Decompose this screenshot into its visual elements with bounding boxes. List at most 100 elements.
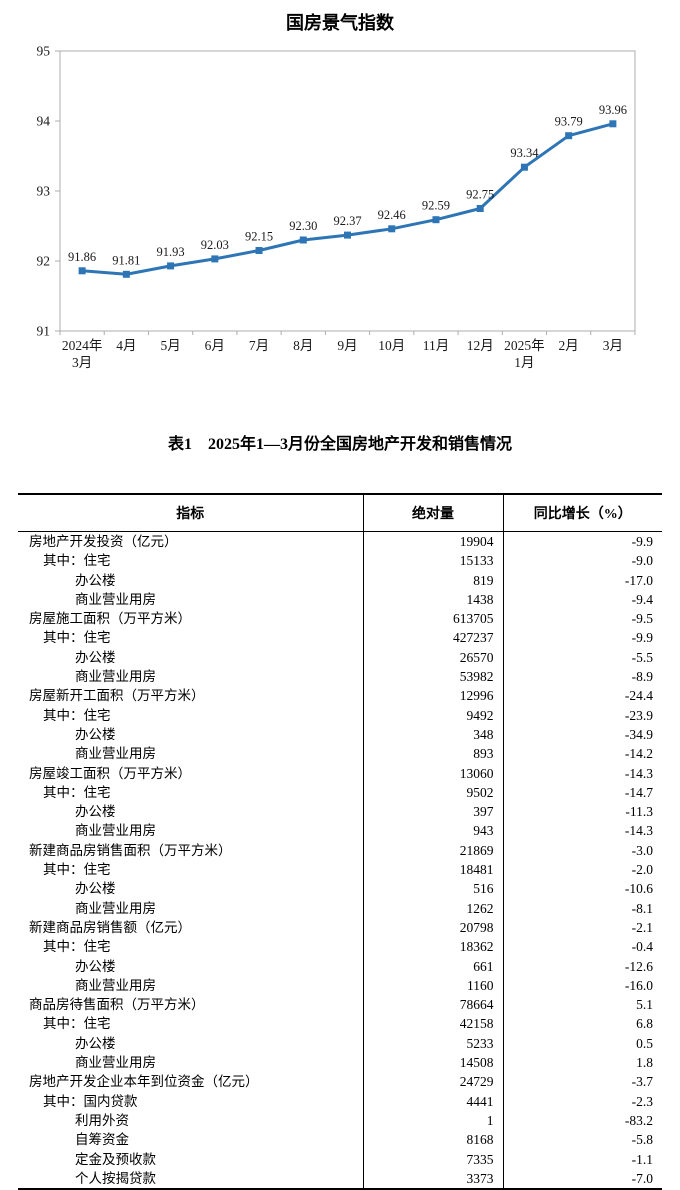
data-label: 93.96 [599,103,627,117]
column-header-yoy-growth: 同比增长（%） [502,494,662,532]
absolute-value-cell: 13060 [362,763,503,783]
table-row: 房屋施工面积（万平方米） 613705 -9.5 [18,609,662,629]
table-title: 表1 2025年1—3月份全国房地产开发和销售情况 [167,436,512,453]
indicator-cell: 办公楼 [75,804,116,820]
data-point-marker [167,262,175,270]
data-point-marker [211,255,219,263]
climate-index-chart-section: 国房景气指数 91 92 93 94 95 91.86 91.81 91.93 92.03 92.… [0,0,680,386]
data-point-marker [388,225,396,233]
yoy-growth-cell: -83.2 [502,1110,662,1131]
data-point-marker [609,120,617,128]
chart-title: 国房景气指数 [286,13,394,33]
indicator-cell: 其中：住宅 [43,784,111,800]
table-row: 办公楼 661 -12.6 [18,956,662,976]
yoy-growth-cell: -2.0 [502,860,662,880]
table-row: 其中：住宅 18362 -0.4 [18,937,662,957]
table-row: 商业营业用房 893 -14.2 [18,744,662,764]
indicator-cell: 房屋施工面积（万平方米） [29,611,191,627]
table-header-row: 指标 绝对量 同比增长（%） [18,494,662,532]
table-row: 办公楼 516 -10.6 [18,879,662,899]
data-point-marker [344,231,351,239]
table-row: 办公楼 819 -17.0 [18,570,662,590]
data-point-marker [255,247,263,254]
column-header-indicator: 指标 [18,494,363,532]
data-point-marker [565,132,573,140]
absolute-value-cell: 15133 [362,551,503,571]
table-row: 商业营业用房 943 -14.3 [18,821,662,841]
data-label: 92.03 [201,238,229,252]
indicator-cell: 其中：住宅 [43,707,111,723]
indicator-cell: 房地产开发投资（亿元） [29,534,178,549]
data-point-marker [520,163,528,171]
indicator-cell: 新建商品房销售额（亿元） [29,919,191,935]
data-label: 93.79 [555,115,583,129]
indicator-cell: 商业营业用房 [75,1055,156,1071]
x-axis-label: 2024年 [62,338,103,353]
absolute-value-cell: 3373 [362,1168,503,1190]
absolute-value-cell: 19904 [362,531,503,552]
table-row: 其中：住宅 15133 -9.0 [18,551,662,571]
indicator-cell: 商业营业用房 [75,746,156,762]
yoy-growth-cell: -5.5 [502,647,662,668]
climate-index-line-chart: 91 92 93 94 95 91.86 91.81 91.93 92.03 92.15 92.30… [37,44,636,370]
table-row: 其中：国内贷款 4441 -2.3 [18,1091,662,1111]
absolute-value-cell: 397 [362,802,503,822]
data-label: 92.46 [378,208,406,222]
table-row: 商业营业用房 1262 -8.1 [18,898,662,918]
yoy-growth-cell: -2.1 [502,917,662,938]
absolute-value-cell: 893 [362,744,503,764]
data-label: 91.81 [112,253,140,267]
x-axis-label: 4月 [116,338,136,353]
table-row: 自筹资金 8168 -5.8 [18,1130,662,1150]
yoy-growth-cell: -11.3 [502,802,662,822]
table-row: 其中：住宅 9492 -23.9 [18,705,662,725]
yoy-growth-cell: -9.5 [502,609,662,629]
data-point-marker [432,216,440,224]
indicator-cell: 商业营业用房 [75,669,156,685]
yoy-growth-cell: -7.0 [502,1168,662,1190]
y-axis-label: 92 [37,254,51,269]
absolute-value-cell: 1160 [362,975,503,996]
yoy-growth-cell: -2.3 [502,1091,662,1111]
absolute-value-cell: 1438 [362,589,503,610]
data-point-marker [122,270,130,278]
table-row: 房屋新开工面积（万平方米） 12996 -24.4 [18,686,662,706]
indicator-cell: 商业营业用房 [75,591,156,607]
indicator-cell: 个人按揭贷款 [75,1170,156,1186]
absolute-value-cell: 943 [362,821,503,841]
absolute-value-cell: 14508 [362,1053,503,1073]
indicator-cell: 商业营业用房 [75,823,156,839]
absolute-value-cell: 9492 [362,705,503,725]
table-row: 其中：住宅 427237 -9.9 [18,628,662,648]
absolute-value-cell: 819 [362,570,503,590]
table-row: 定金及预收款 7335 -1.1 [18,1149,662,1169]
absolute-value-cell: 8168 [362,1130,503,1150]
absolute-value-cell: 516 [362,879,503,899]
yoy-growth-cell: 5.1 [502,995,662,1015]
indicator-cell: 商业营业用房 [75,977,156,993]
data-point-marker [299,236,307,244]
table-row: 其中：住宅 42158 6.8 [18,1014,662,1034]
absolute-value-cell: 5233 [362,1033,503,1054]
yoy-growth-cell: -14.2 [502,744,662,764]
table-row: 房地产开发投资（亿元） 19904 -9.9 [18,531,662,552]
table-row: 个人按揭贷款 3373 -7.0 [18,1168,662,1190]
table-row: 办公楼 397 -11.3 [18,802,662,822]
absolute-value-cell: 427237 [362,628,503,648]
yoy-growth-cell: -14.3 [502,821,662,841]
yoy-growth-cell: 1.8 [502,1053,662,1073]
x-axis-label: 12月 [467,338,494,353]
y-axis-label: 91 [37,324,51,339]
x-axis-label: 1月 [514,355,534,370]
indicator-cell: 其中：住宅 [43,630,111,646]
indicator-cell: 商业营业用房 [75,900,156,916]
x-axis-label: 2月 [559,338,579,353]
x-axis-label: 11月 [423,338,450,353]
plot-frame [59,50,636,332]
yoy-growth-cell: -9.4 [502,589,662,610]
indicator-cell: 房屋新开工面积（万平方米） [29,688,205,704]
indicator-cell: 商品房待售面积（万平方米） [29,997,205,1013]
yoy-growth-cell: -24.4 [502,686,662,706]
data-label: 92.59 [422,199,450,213]
x-axis-label: 7月 [249,338,269,353]
